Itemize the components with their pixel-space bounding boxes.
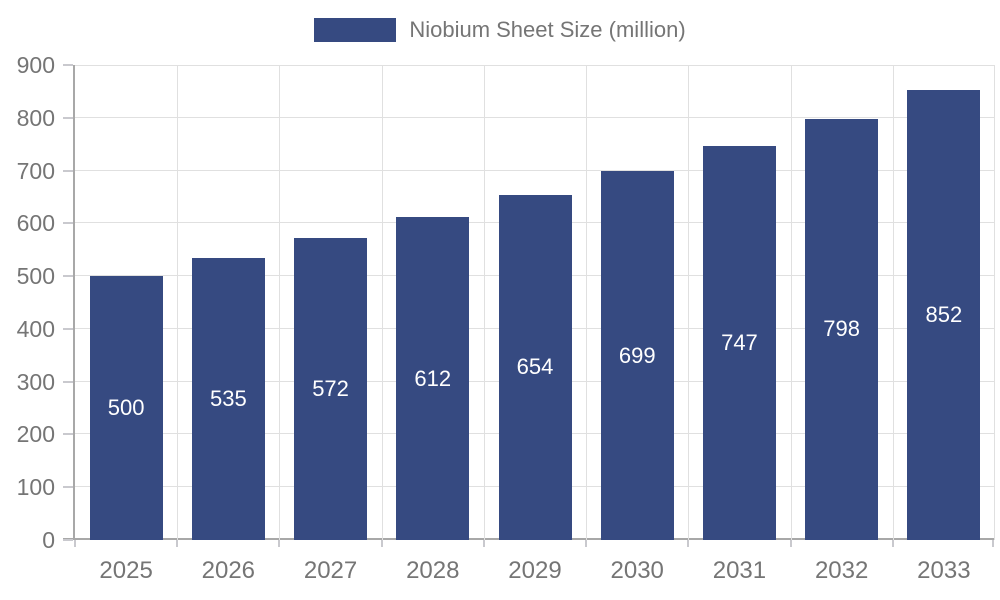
y-tick-label: 600 (16, 210, 55, 237)
x-tick (891, 540, 894, 547)
bar-value-label: 612 (414, 365, 452, 391)
x-gridline (994, 65, 995, 540)
bar: 747 (702, 145, 776, 540)
bar: 699 (600, 171, 674, 540)
y-tick-label: 700 (16, 157, 55, 184)
y-tick (63, 327, 73, 330)
bar: 535 (191, 257, 265, 540)
y-tick-label: 100 (16, 474, 55, 501)
bar-value-label: 747 (721, 329, 758, 355)
x-tick (992, 540, 994, 547)
x-gridline (483, 65, 485, 540)
y-tick-label: 500 (16, 263, 55, 290)
bar: 572 (294, 238, 368, 540)
y-tick (63, 169, 73, 172)
y-tick (63, 486, 73, 489)
x-tick-label: 2027 (303, 557, 358, 584)
bar: 612 (396, 217, 470, 540)
bar-value-label: 798 (823, 316, 861, 342)
x-tick-label: 2028 (406, 557, 460, 584)
bar: 654 (498, 194, 572, 540)
x-gridline (586, 65, 588, 540)
bar-value-label: 535 (209, 385, 247, 411)
plot-area: 500 535 572 612 654 699 747 798 852 (75, 65, 995, 540)
y-tick-label: 400 (16, 315, 55, 342)
y-tick (63, 275, 73, 278)
x-tick-label: 2025 (99, 557, 153, 584)
legend-swatch (314, 18, 397, 42)
bar-value-label: 852 (925, 302, 963, 328)
bar-value-label: 654 (516, 354, 554, 380)
x-gridline (790, 65, 792, 540)
x-tick (585, 540, 588, 547)
x-gridline (892, 65, 894, 540)
y-gridline (75, 169, 995, 171)
x-tick-label: 2029 (508, 557, 562, 584)
y-gridline (75, 65, 995, 66)
y-tick-label: 900 (16, 52, 55, 78)
x-tick-label: 2030 (610, 557, 664, 584)
x-tick (482, 540, 485, 547)
chart-legend: Niobium Sheet Size (million) (0, 17, 1000, 43)
x-tick (687, 540, 690, 547)
y-tick (63, 539, 73, 541)
x-tick (74, 540, 76, 547)
bar: 500 (89, 276, 163, 540)
y-tick (63, 116, 73, 119)
bar: 852 (907, 90, 981, 540)
x-gridline (279, 65, 281, 540)
y-gridline (75, 116, 995, 118)
legend-label: Niobium Sheet Size (million) (409, 17, 686, 42)
x-gridline (688, 65, 690, 540)
x-tick-label: 2031 (712, 557, 767, 584)
y-tick-label: 200 (16, 421, 55, 448)
x-tick (278, 540, 281, 547)
bar-value-label: 699 (618, 342, 656, 368)
y-tick (63, 64, 73, 66)
bar-value-label: 572 (312, 376, 349, 402)
y-tick-label: 0 (42, 527, 55, 553)
x-tick (789, 540, 792, 547)
bar-value-label: 500 (107, 395, 145, 421)
bar: 798 (805, 118, 879, 540)
y-tick (63, 433, 73, 436)
y-tick (63, 380, 73, 383)
x-tick (176, 540, 179, 547)
x-tick-label: 2026 (201, 557, 256, 584)
x-tick (380, 540, 383, 547)
y-tick (63, 222, 73, 225)
y-axis-line (73, 65, 75, 540)
x-tick-label: 2033 (917, 557, 971, 584)
y-tick-label: 300 (16, 368, 55, 395)
x-tick-label: 2032 (814, 557, 869, 584)
x-gridline (381, 65, 383, 540)
x-gridline (177, 65, 179, 540)
y-tick-label: 800 (16, 104, 55, 131)
